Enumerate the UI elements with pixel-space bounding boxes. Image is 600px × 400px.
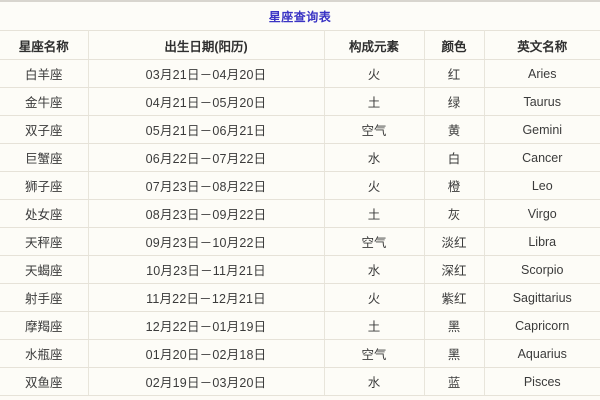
cell-element: 火 bbox=[323, 283, 425, 312]
cell-birth-date: 04月21日－05月20日 bbox=[87, 87, 325, 116]
cell-zodiac-name[interactable]: 双鱼座 bbox=[0, 367, 89, 396]
cell-zodiac-name[interactable]: 巨蟹座 bbox=[0, 143, 89, 172]
table-row: 金牛座 04月21日－05月20日土绿 Taurus bbox=[0, 87, 600, 116]
column-header-color: 颜色 bbox=[423, 30, 485, 60]
table-row: 白羊座 03月21日－04月20日火红 Aries bbox=[0, 59, 600, 88]
cell-color: 橙 bbox=[423, 171, 485, 200]
cell-color: 红 bbox=[423, 59, 485, 88]
cell-zodiac-name[interactable]: 双子座 bbox=[0, 115, 89, 144]
cell-color: 黑 bbox=[423, 311, 485, 340]
cell-birth-date: 10月23日－11月21日 bbox=[87, 255, 325, 284]
cell-zodiac-name[interactable]: 金牛座 bbox=[0, 87, 89, 116]
cell-color: 淡红 bbox=[423, 227, 485, 256]
cell-zodiac-name[interactable]: 白羊座 bbox=[0, 59, 89, 88]
table-header-row: 星座名称 出生日期(阳历) 构成元素 颜色 英文名称 bbox=[0, 30, 600, 60]
cell-element: 水 bbox=[323, 367, 425, 396]
cell-element: 火 bbox=[323, 59, 425, 88]
table-row: 天蝎座 10月23日－11月21日水深红 Scorpio bbox=[0, 255, 600, 284]
cell-element: 土 bbox=[323, 311, 425, 340]
column-header-date: 出生日期(阳历) bbox=[87, 30, 325, 60]
cell-color: 黄 bbox=[423, 115, 485, 144]
table-row: 水瓶座 01月20日－02月18日 空气黑 Aquarius bbox=[0, 339, 600, 368]
cell-zodiac-name[interactable]: 狮子座 bbox=[0, 171, 89, 200]
cell-color: 灰 bbox=[423, 199, 485, 228]
cell-birth-date: 07月23日－08月22日 bbox=[87, 171, 325, 200]
table-row: 天秤座 09月23日－10月22日 空气 淡红 Libra bbox=[0, 227, 600, 256]
page-title: 星座查询表 bbox=[268, 9, 332, 24]
cell-element: 水 bbox=[323, 143, 425, 172]
cell-zodiac-name[interactable]: 处女座 bbox=[0, 199, 89, 228]
cell-birth-date: 12月22日－01月19日 bbox=[87, 311, 325, 340]
table-row: 狮子座 07月23日－08月22日火橙 Leo bbox=[0, 171, 600, 200]
column-header-element: 构成元素 bbox=[323, 30, 425, 60]
table-body: 白羊座 03月21日－04月20日火红 Aries 金牛座 04月21日－05月20日土… bbox=[0, 59, 600, 396]
cell-element: 空气 bbox=[323, 339, 425, 368]
table-header: 星座名称 出生日期(阳历) 构成元素 颜色 英文名称 bbox=[0, 30, 600, 60]
table-row: 摩羯座 12月22日－01月19日土黑 Capricorn bbox=[0, 311, 600, 340]
cell-english-name: Gemini bbox=[483, 115, 600, 144]
cell-zodiac-name[interactable]: 天蝎座 bbox=[0, 255, 89, 284]
table-row: 射手座 11月22日－12月21日火紫红 Sagittarius bbox=[0, 283, 600, 312]
cell-element: 火 bbox=[323, 171, 425, 200]
cell-english-name: Taurus bbox=[483, 87, 600, 116]
cell-color: 蓝 bbox=[423, 367, 485, 396]
cell-english-name: Pisces bbox=[483, 367, 600, 396]
cell-zodiac-name[interactable]: 水瓶座 bbox=[0, 339, 89, 368]
cell-color: 黑 bbox=[423, 339, 485, 368]
cell-color: 绿 bbox=[423, 87, 485, 116]
table-row: 巨蟹座 06月22日－07月22日水白 Cancer bbox=[0, 143, 600, 172]
cell-zodiac-name[interactable]: 摩羯座 bbox=[0, 311, 89, 340]
cell-zodiac-name[interactable]: 天秤座 bbox=[0, 227, 89, 256]
cell-element: 土 bbox=[323, 199, 425, 228]
cell-english-name: Aquarius bbox=[483, 339, 600, 368]
zodiac-table: 星座名称 出生日期(阳历) 构成元素 颜色 英文名称 白羊座 03月21日－04月… bbox=[0, 30, 600, 396]
cell-birth-date: 03月21日－04月20日 bbox=[87, 59, 325, 88]
cell-birth-date: 11月22日－12月21日 bbox=[87, 283, 325, 312]
cell-english-name: Sagittarius bbox=[483, 283, 600, 312]
cell-zodiac-name[interactable]: 射手座 bbox=[0, 283, 89, 312]
cell-birth-date: 08月23日－09月22日 bbox=[87, 199, 325, 228]
cell-birth-date: 05月21日－06月21日 bbox=[87, 115, 325, 144]
cell-english-name: Virgo bbox=[483, 199, 600, 228]
cell-color: 紫红 bbox=[423, 283, 485, 312]
cell-element: 土 bbox=[323, 87, 425, 116]
column-header-english: 英文名称 bbox=[483, 30, 600, 60]
cell-birth-date: 09月23日－10月22日 bbox=[87, 227, 325, 256]
cell-english-name: Scorpio bbox=[483, 255, 600, 284]
cell-english-name: Aries bbox=[483, 59, 600, 88]
cell-birth-date: 02月19日－03月20日 bbox=[87, 367, 325, 396]
cell-english-name: Capricorn bbox=[483, 311, 600, 340]
page-title-bar: 星座查询表 bbox=[0, 2, 600, 30]
cell-color: 深红 bbox=[423, 255, 485, 284]
cell-english-name: Cancer bbox=[483, 143, 600, 172]
cell-element: 水 bbox=[323, 255, 425, 284]
cell-english-name: Leo bbox=[483, 171, 600, 200]
table-row: 双鱼座 02月19日－03月20日水蓝 Pisces bbox=[0, 367, 600, 396]
cell-color: 白 bbox=[423, 143, 485, 172]
table-row: 处女座 08月23日－09月22日土灰 Virgo bbox=[0, 199, 600, 228]
cell-english-name: Libra bbox=[483, 227, 600, 256]
cell-element: 空气 bbox=[323, 115, 425, 144]
column-header-name: 星座名称 bbox=[0, 30, 89, 60]
table-row: 双子座 05月21日－06月21日 空气黄 Gemini bbox=[0, 115, 600, 144]
cell-birth-date: 06月22日－07月22日 bbox=[87, 143, 325, 172]
cell-element: 空气 bbox=[323, 227, 425, 256]
cell-birth-date: 01月20日－02月18日 bbox=[87, 339, 325, 368]
